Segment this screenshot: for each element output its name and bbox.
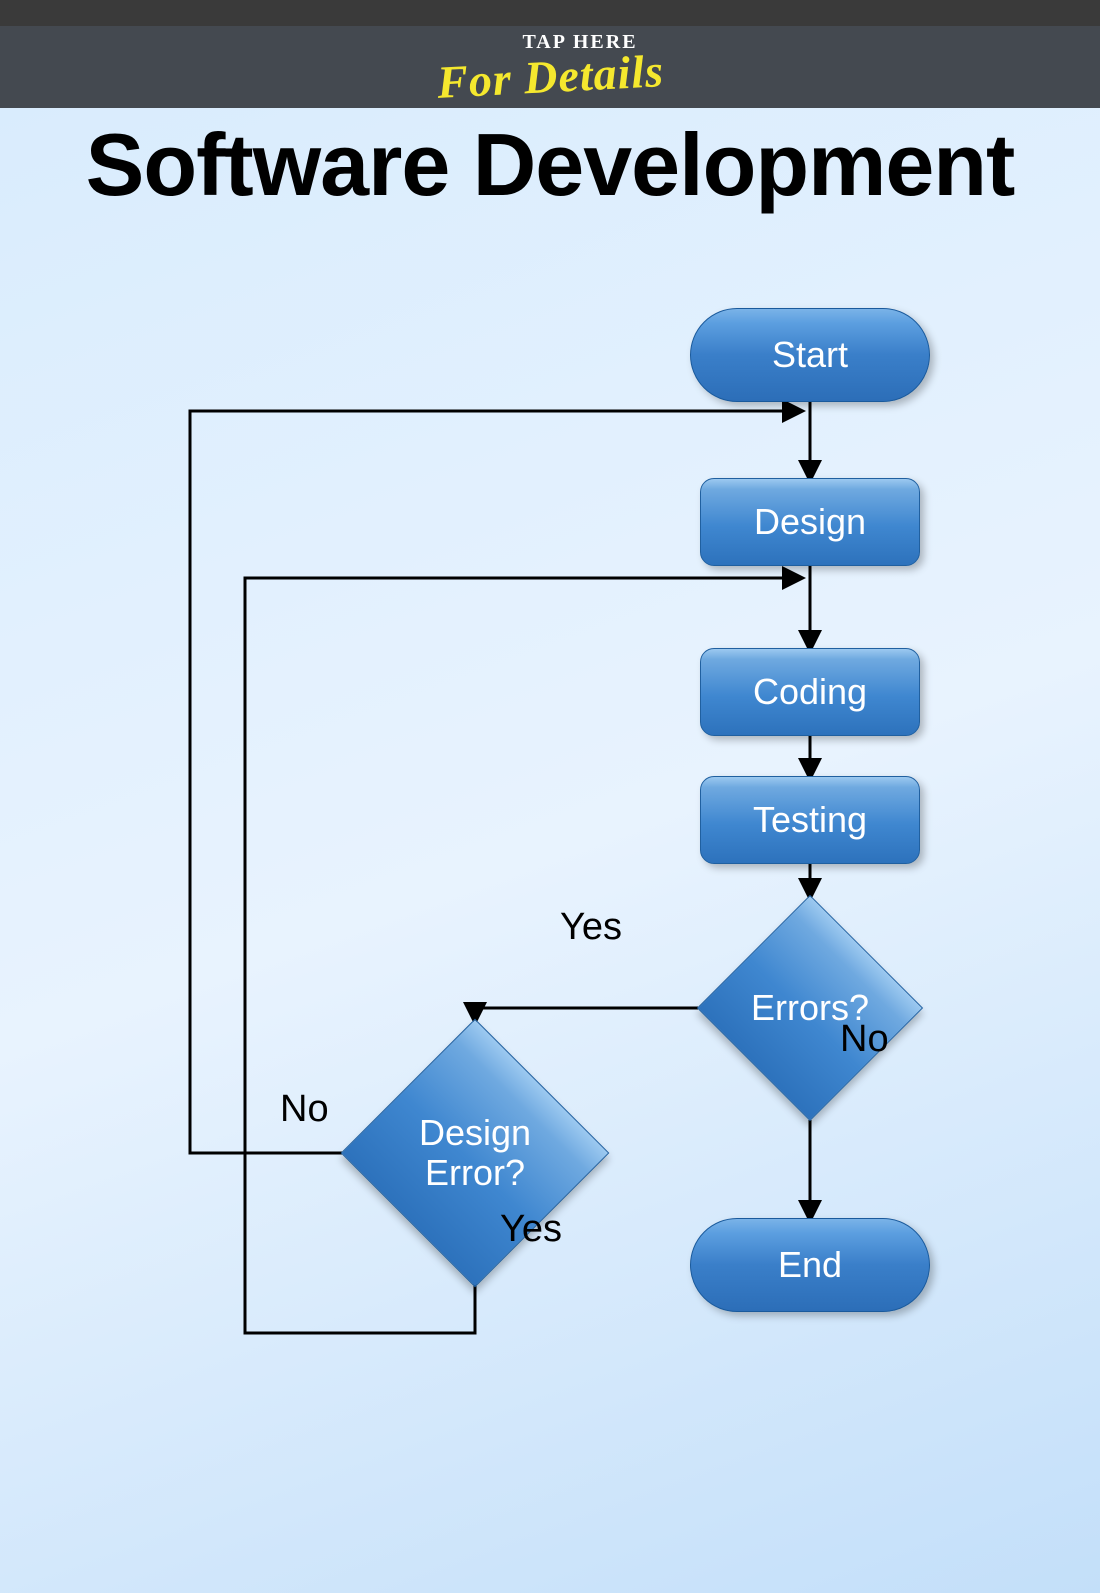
page-title: Software Development [0, 114, 1100, 216]
top-bar [0, 0, 1100, 26]
flowchart-edge [475, 1008, 698, 1020]
flowchart-decision-errors: Errors? [730, 928, 890, 1088]
flowchart-terminator-end: End [690, 1218, 930, 1312]
flowchart-edge-label: Yes [560, 906, 622, 949]
flowchart-arrows [0, 108, 1100, 1593]
banner[interactable]: TAP HERE For Details [0, 26, 1100, 108]
flowchart-process-coding: Coding [700, 648, 920, 736]
flowchart-edge-label: No [840, 1018, 889, 1061]
flowchart-canvas: Software Development Start Design Coding Te… [0, 108, 1100, 1593]
flowchart-process-testing: Testing [700, 776, 920, 864]
flowchart-node-label: Errors? [730, 928, 890, 1088]
flowchart-edge-label: Yes [500, 1208, 562, 1251]
flowchart-process-design: Design [700, 478, 920, 566]
flowchart-edge-label: No [280, 1088, 329, 1131]
banner-large-text: For Details [435, 44, 664, 109]
flowchart-terminator-start: Start [690, 308, 930, 402]
